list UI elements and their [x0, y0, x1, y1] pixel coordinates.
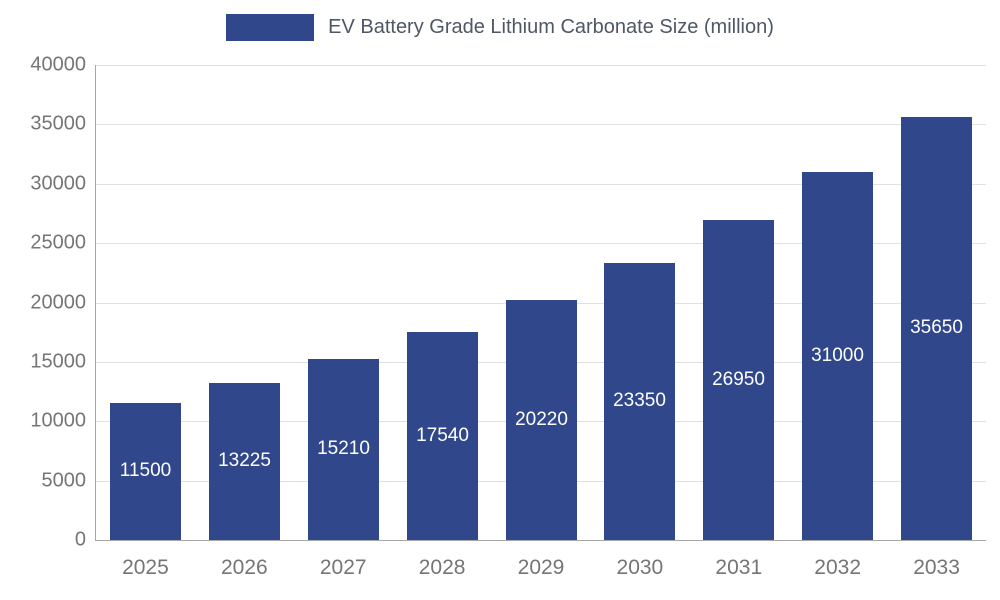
x-axis-tick-label: 2025	[122, 556, 169, 579]
gridline	[96, 243, 986, 245]
x-axis-tick-label: 2031	[715, 556, 763, 579]
x-axis-tick-label: 2030	[616, 556, 664, 579]
x-axis-tick-label: 2027	[319, 556, 367, 579]
plot-area: 0 5000 10000 15000 20000 25000 30000 35000 40000…	[30, 54, 986, 579]
bar-value-label: 26950	[712, 369, 765, 390]
gridline	[96, 65, 986, 66]
legend: EV Battery Grade Lithium Carbonate Size …	[0, 14, 1000, 41]
x-axis-tick-label: 2028	[418, 556, 466, 579]
y-axis-tick-label: 5000	[41, 469, 87, 492]
x-axis-tick-label: 2029	[517, 556, 565, 579]
gridline	[96, 183, 986, 185]
bar-value-label: 15210	[317, 438, 370, 459]
y-axis-tick-label: 10000	[30, 409, 86, 432]
bar-2027: 15210	[308, 359, 379, 540]
bar-2028: 17540	[407, 332, 478, 540]
y-axis-tick-label: 35000	[30, 112, 86, 135]
bar-value-label: 20220	[515, 409, 568, 430]
y-axis-tick-label: 40000	[30, 53, 86, 76]
chart-title: EV Battery Grade Lithium Carbonate Size …	[328, 16, 774, 38]
x-axis-tick-label: 2032	[814, 556, 862, 579]
bar-2031: 26950	[703, 220, 774, 540]
y-axis-tick-label: 20000	[30, 291, 86, 313]
x-axis-tick-label: 2033	[913, 556, 960, 579]
bar-value-label: 35650	[910, 317, 963, 338]
bar-value-label: 11500	[119, 460, 172, 481]
y-axis-tick-label: 25000	[30, 231, 86, 254]
gridline	[96, 124, 986, 126]
bar-value-label: 13225	[218, 450, 271, 471]
bar-value-label: 17540	[416, 425, 469, 446]
y-axis-tick-label: 30000	[30, 172, 86, 195]
bar-2033: 35650	[901, 117, 972, 540]
x-axis-tick-label: 2026	[220, 556, 268, 579]
bar-2029: 20220	[506, 300, 577, 540]
y-axis-tick-label: 0	[74, 528, 86, 551]
bar-2032: 31000	[802, 172, 873, 540]
bar-2026: 13225	[209, 383, 280, 540]
legend-swatch	[226, 14, 315, 41]
bar-2030: 23350	[604, 263, 675, 540]
bar-value-label: 31000	[811, 345, 864, 366]
bar-value-label: 23350	[613, 390, 666, 411]
y-axis-tick-label: 15000	[30, 350, 86, 373]
bar-2025: 11500	[110, 403, 181, 540]
